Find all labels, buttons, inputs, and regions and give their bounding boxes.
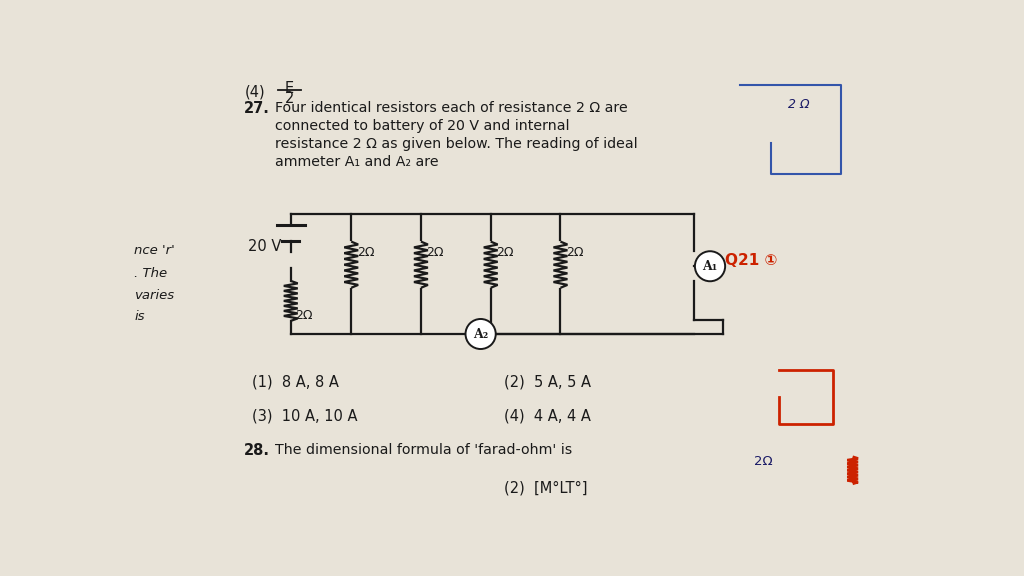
Text: E: E — [285, 81, 294, 96]
Text: 2: 2 — [285, 92, 294, 107]
Circle shape — [695, 251, 725, 281]
Text: 2Ω: 2Ω — [496, 245, 514, 259]
Circle shape — [466, 319, 496, 349]
Text: 2Ω: 2Ω — [356, 245, 374, 259]
Text: The dimensional formula of 'farad-ohm' is: The dimensional formula of 'farad-ohm' i… — [275, 444, 572, 457]
Text: 2Ω: 2Ω — [755, 455, 773, 468]
Text: Four identical resistors each of resistance 2 Ω are: Four identical resistors each of resista… — [275, 101, 628, 115]
Text: (2)  5 A, 5 A: (2) 5 A, 5 A — [504, 374, 591, 389]
Text: A₂: A₂ — [473, 328, 488, 340]
Text: nce 'r': nce 'r' — [134, 244, 175, 257]
Text: (4): (4) — [245, 85, 265, 100]
Text: 2Ω: 2Ω — [295, 309, 313, 321]
Text: 2Ω: 2Ω — [566, 245, 584, 259]
Text: 20 V: 20 V — [248, 238, 282, 253]
Text: A₁: A₁ — [702, 260, 718, 273]
Text: 27.: 27. — [245, 101, 270, 116]
Text: (4)  4 A, 4 A: (4) 4 A, 4 A — [504, 409, 591, 424]
Text: resistance 2 Ω as given below. The reading of ideal: resistance 2 Ω as given below. The readi… — [275, 137, 638, 151]
Text: ammeter A₁ and A₂ are: ammeter A₁ and A₂ are — [275, 155, 439, 169]
Text: (3)  10 A, 10 A: (3) 10 A, 10 A — [252, 409, 357, 424]
Text: . The: . The — [134, 267, 167, 281]
Text: (2)  [M°LT°]: (2) [M°LT°] — [504, 480, 588, 495]
Text: is: is — [134, 310, 144, 323]
Text: connected to battery of 20 V and internal: connected to battery of 20 V and interna… — [275, 119, 569, 133]
Text: (1)  8 A, 8 A: (1) 8 A, 8 A — [252, 374, 339, 389]
Text: 2 Ω: 2 Ω — [787, 98, 809, 111]
Text: varies: varies — [134, 289, 174, 302]
Text: Q21 ①: Q21 ① — [725, 253, 777, 268]
Text: 2Ω: 2Ω — [426, 245, 443, 259]
Text: 28.: 28. — [245, 444, 270, 458]
